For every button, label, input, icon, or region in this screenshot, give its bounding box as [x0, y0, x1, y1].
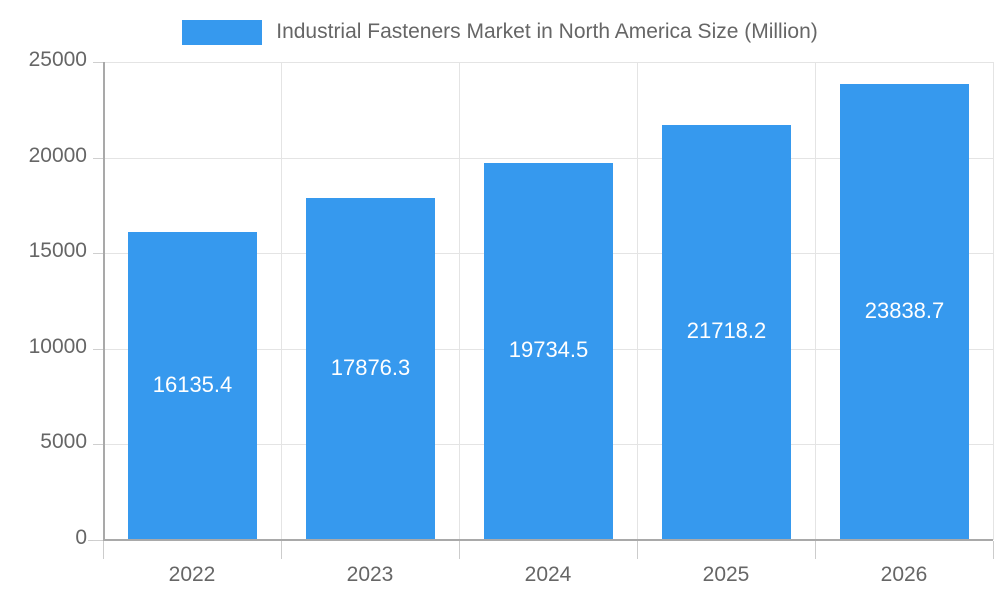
- bar-2022[interactable]: [128, 231, 257, 540]
- bar-2023[interactable]: [306, 198, 435, 540]
- legend-swatch-series-1[interactable]: [182, 19, 263, 45]
- gridline-vertical: [637, 62, 638, 540]
- y-axis-line: [103, 62, 105, 540]
- gridline-vertical: [993, 62, 994, 540]
- gridline-horizontal: [103, 62, 993, 63]
- x-axis-tick-label: 2025: [702, 563, 750, 586]
- gridline-vertical: [281, 62, 282, 540]
- x-axis-line: [103, 539, 993, 541]
- plot-area: 16135.4 17876.3 19734.5 21718.2 23838.7: [103, 62, 994, 541]
- y-axis-tick-label: 20000: [28, 143, 87, 167]
- y-axis-tick-mark: [93, 348, 103, 350]
- y-axis-tick-mark: [93, 253, 103, 255]
- x-axis-tick-label: 2024: [524, 563, 572, 586]
- bar-value-label-2023: 17876.3: [330, 355, 411, 381]
- x-axis-tick-mark: [993, 541, 994, 559]
- gridline-horizontal: [103, 157, 993, 159]
- x-axis-tick-mark: [281, 541, 282, 559]
- bar-value-label-2024: 19734.5: [508, 337, 589, 363]
- y-axis-tick-mark: [93, 62, 103, 63]
- bar-value-label-2025: 21718.2: [686, 318, 767, 344]
- y-axis-tick-mark: [93, 444, 103, 446]
- gridline-vertical: [459, 62, 460, 540]
- bar-2024[interactable]: [484, 162, 613, 540]
- x-axis-tick-label: 2022: [168, 563, 216, 586]
- y-axis-tick-label: 0: [75, 526, 87, 549]
- y-axis-tick-label: 15000: [28, 239, 87, 263]
- x-axis-tick-label: 2026: [880, 563, 928, 586]
- y-axis-tick-label: 10000: [28, 334, 87, 358]
- legend-label-series-1[interactable]: Industrial Fasteners Market in North Ame…: [276, 20, 818, 43]
- gridline-vertical: [815, 62, 816, 540]
- bar-2026[interactable]: [840, 84, 969, 540]
- x-axis-tick-mark: [637, 541, 638, 559]
- x-axis-tick-mark: [103, 541, 104, 559]
- x-axis-tick-label: 2023: [346, 563, 394, 586]
- y-axis-tick-mark: [93, 540, 103, 541]
- y-axis-tick-label: 5000: [40, 430, 87, 454]
- x-axis-tick-mark: [459, 541, 460, 559]
- bar-value-label-2022: 16135.4: [152, 371, 233, 397]
- y-axis-tick-mark: [93, 157, 103, 159]
- bar-2025[interactable]: [662, 124, 791, 540]
- bar-value-label-2026: 23838.7: [864, 298, 945, 324]
- y-axis-tick-label: 25000: [28, 48, 87, 71]
- x-axis-tick-mark: [815, 541, 816, 559]
- chart-legend: Industrial Fasteners Market in North Ame…: [0, 14, 1000, 50]
